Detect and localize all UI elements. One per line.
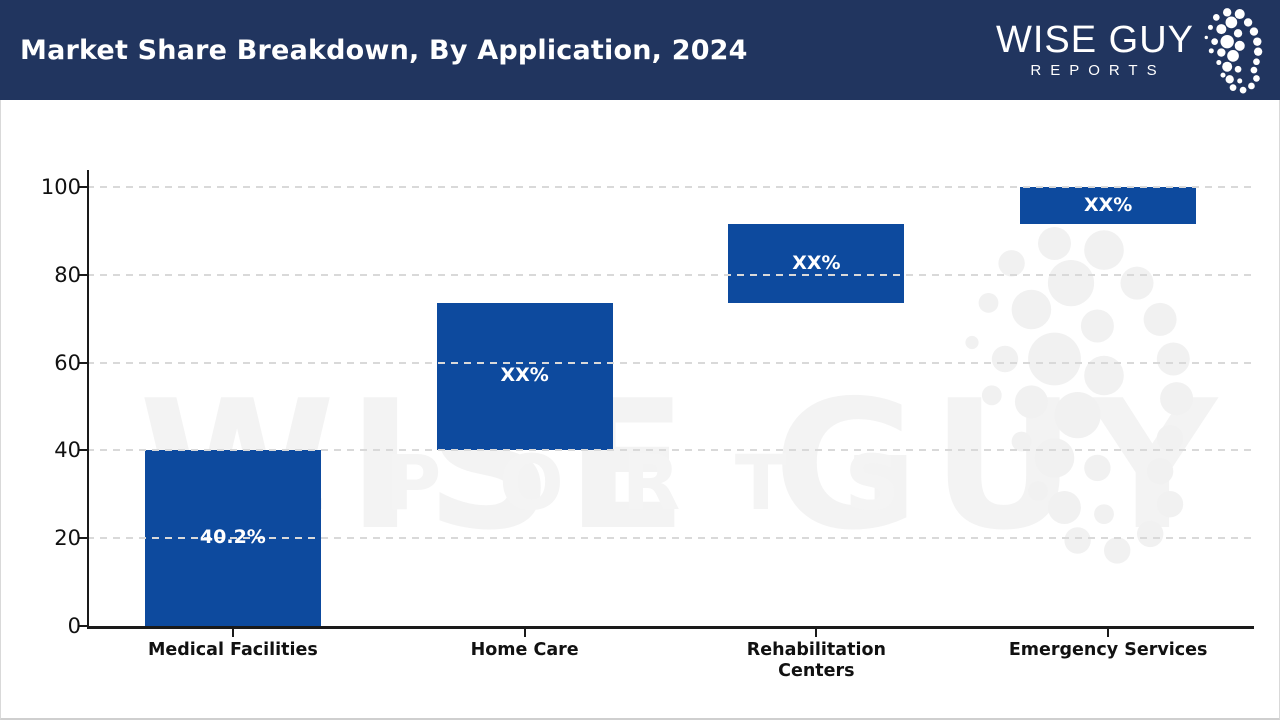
y-tick-label: 60: [54, 350, 81, 375]
category-label: Emergency Services: [1008, 640, 1208, 660]
bar-value-label: XX%: [792, 251, 841, 274]
x-tick-mark: [815, 629, 818, 637]
chart-canvas: WISE GUY REPORTS 0 20 40 60 80 100 40.2% Medica…: [0, 100, 1280, 720]
y-tick-label: 100: [40, 175, 81, 199]
bar-value-label: XX%: [1083, 193, 1133, 216]
bar: [1020, 187, 1197, 225]
x-tick-mark: [523, 629, 526, 637]
y-tick-label: 80: [54, 262, 81, 287]
x-tick-mark: [231, 629, 234, 637]
y-tick-mark: [79, 186, 87, 188]
category-label: Home Care: [470, 640, 579, 660]
bar: [728, 224, 905, 304]
bar-value-label: XX%: [500, 364, 549, 387]
watermark-head-graphic: [965, 227, 1194, 564]
x-tick-mark: [1107, 629, 1110, 637]
bar-value-label: 40.2%: [199, 525, 266, 548]
chart-title: Market Share Breakdown, By Application, …: [20, 34, 748, 66]
category-label: Rehabilitation Centers: [746, 640, 886, 681]
y-tick-label: 40: [54, 438, 81, 463]
y-tick-mark: [79, 449, 87, 452]
gridline: [87, 361, 1254, 364]
logo-subtitle: REPORTS: [1030, 61, 1166, 79]
waterfall-chart: 0 20 40 60 80 100 40.2% Medical Facilities XX% Ho…: [1, 100, 1279, 718]
y-tick-mark: [79, 273, 87, 276]
logo-text: WISE GUY REPORTS: [995, 19, 1194, 79]
bar: [436, 303, 613, 450]
dotted-head-icon: [1204, 8, 1263, 94]
wise-guy-logo: WISE GUY REPORTS: [996, 4, 1266, 96]
y-tick-label: 0: [67, 614, 81, 638]
logo-name: WISE GUY: [995, 19, 1194, 62]
gridline: [87, 273, 1254, 276]
x-axis-line: [87, 626, 1254, 629]
y-tick-mark: [79, 361, 87, 364]
y-tick-mark: [79, 537, 87, 540]
header-bar: Market Share Breakdown, By Application, …: [0, 0, 1280, 100]
gridline: [87, 537, 1254, 540]
y-tick-label: 20: [54, 526, 81, 551]
y-tick-mark: [79, 625, 87, 627]
category-label: Medical Facilities: [147, 640, 318, 660]
y-axis-spine: [87, 170, 89, 629]
gridline: [87, 186, 1254, 188]
gridline: [87, 449, 1254, 452]
